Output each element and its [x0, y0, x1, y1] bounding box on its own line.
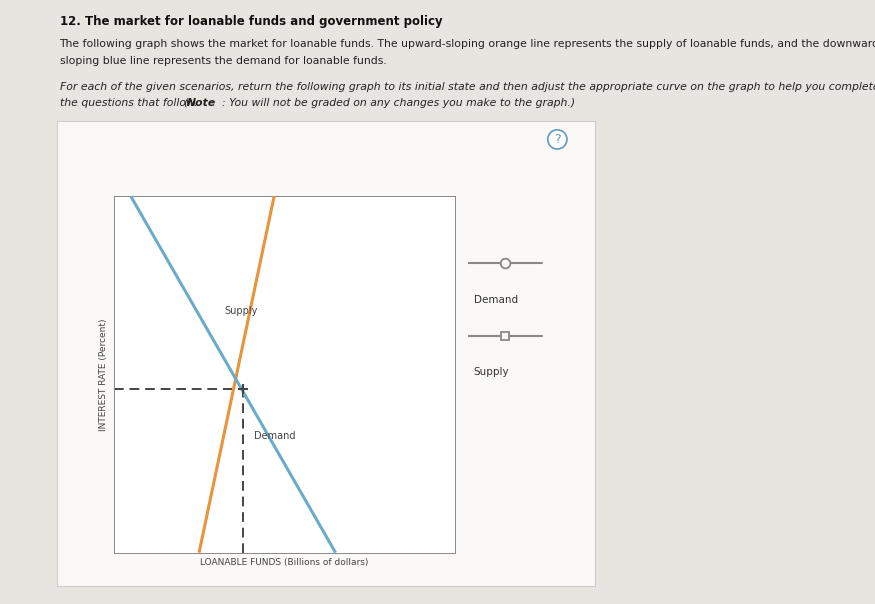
Text: 12. The market for loanable funds and government policy: 12. The market for loanable funds and go… — [60, 15, 442, 28]
Text: (: ( — [183, 98, 187, 108]
Text: Demand: Demand — [474, 295, 518, 304]
Text: ?: ? — [554, 133, 561, 146]
Y-axis label: INTEREST RATE (Percent): INTEREST RATE (Percent) — [99, 318, 108, 431]
Text: The following graph shows the market for loanable funds. The upward-sloping oran: The following graph shows the market for… — [60, 39, 875, 50]
Text: Note: Note — [187, 98, 216, 108]
Text: Supply: Supply — [225, 306, 258, 316]
Text: sloping blue line represents the demand for loanable funds.: sloping blue line represents the demand … — [60, 56, 386, 66]
Text: Demand: Demand — [254, 431, 295, 441]
X-axis label: LOANABLE FUNDS (Billions of dollars): LOANABLE FUNDS (Billions of dollars) — [200, 558, 368, 567]
Text: Supply: Supply — [474, 367, 509, 377]
Text: For each of the given scenarios, return the following graph to its initial state: For each of the given scenarios, return … — [60, 82, 875, 92]
Text: the questions that follow.: the questions that follow. — [60, 98, 200, 108]
Text: : You will not be graded on any changes you make to the graph.): : You will not be graded on any changes … — [222, 98, 576, 108]
